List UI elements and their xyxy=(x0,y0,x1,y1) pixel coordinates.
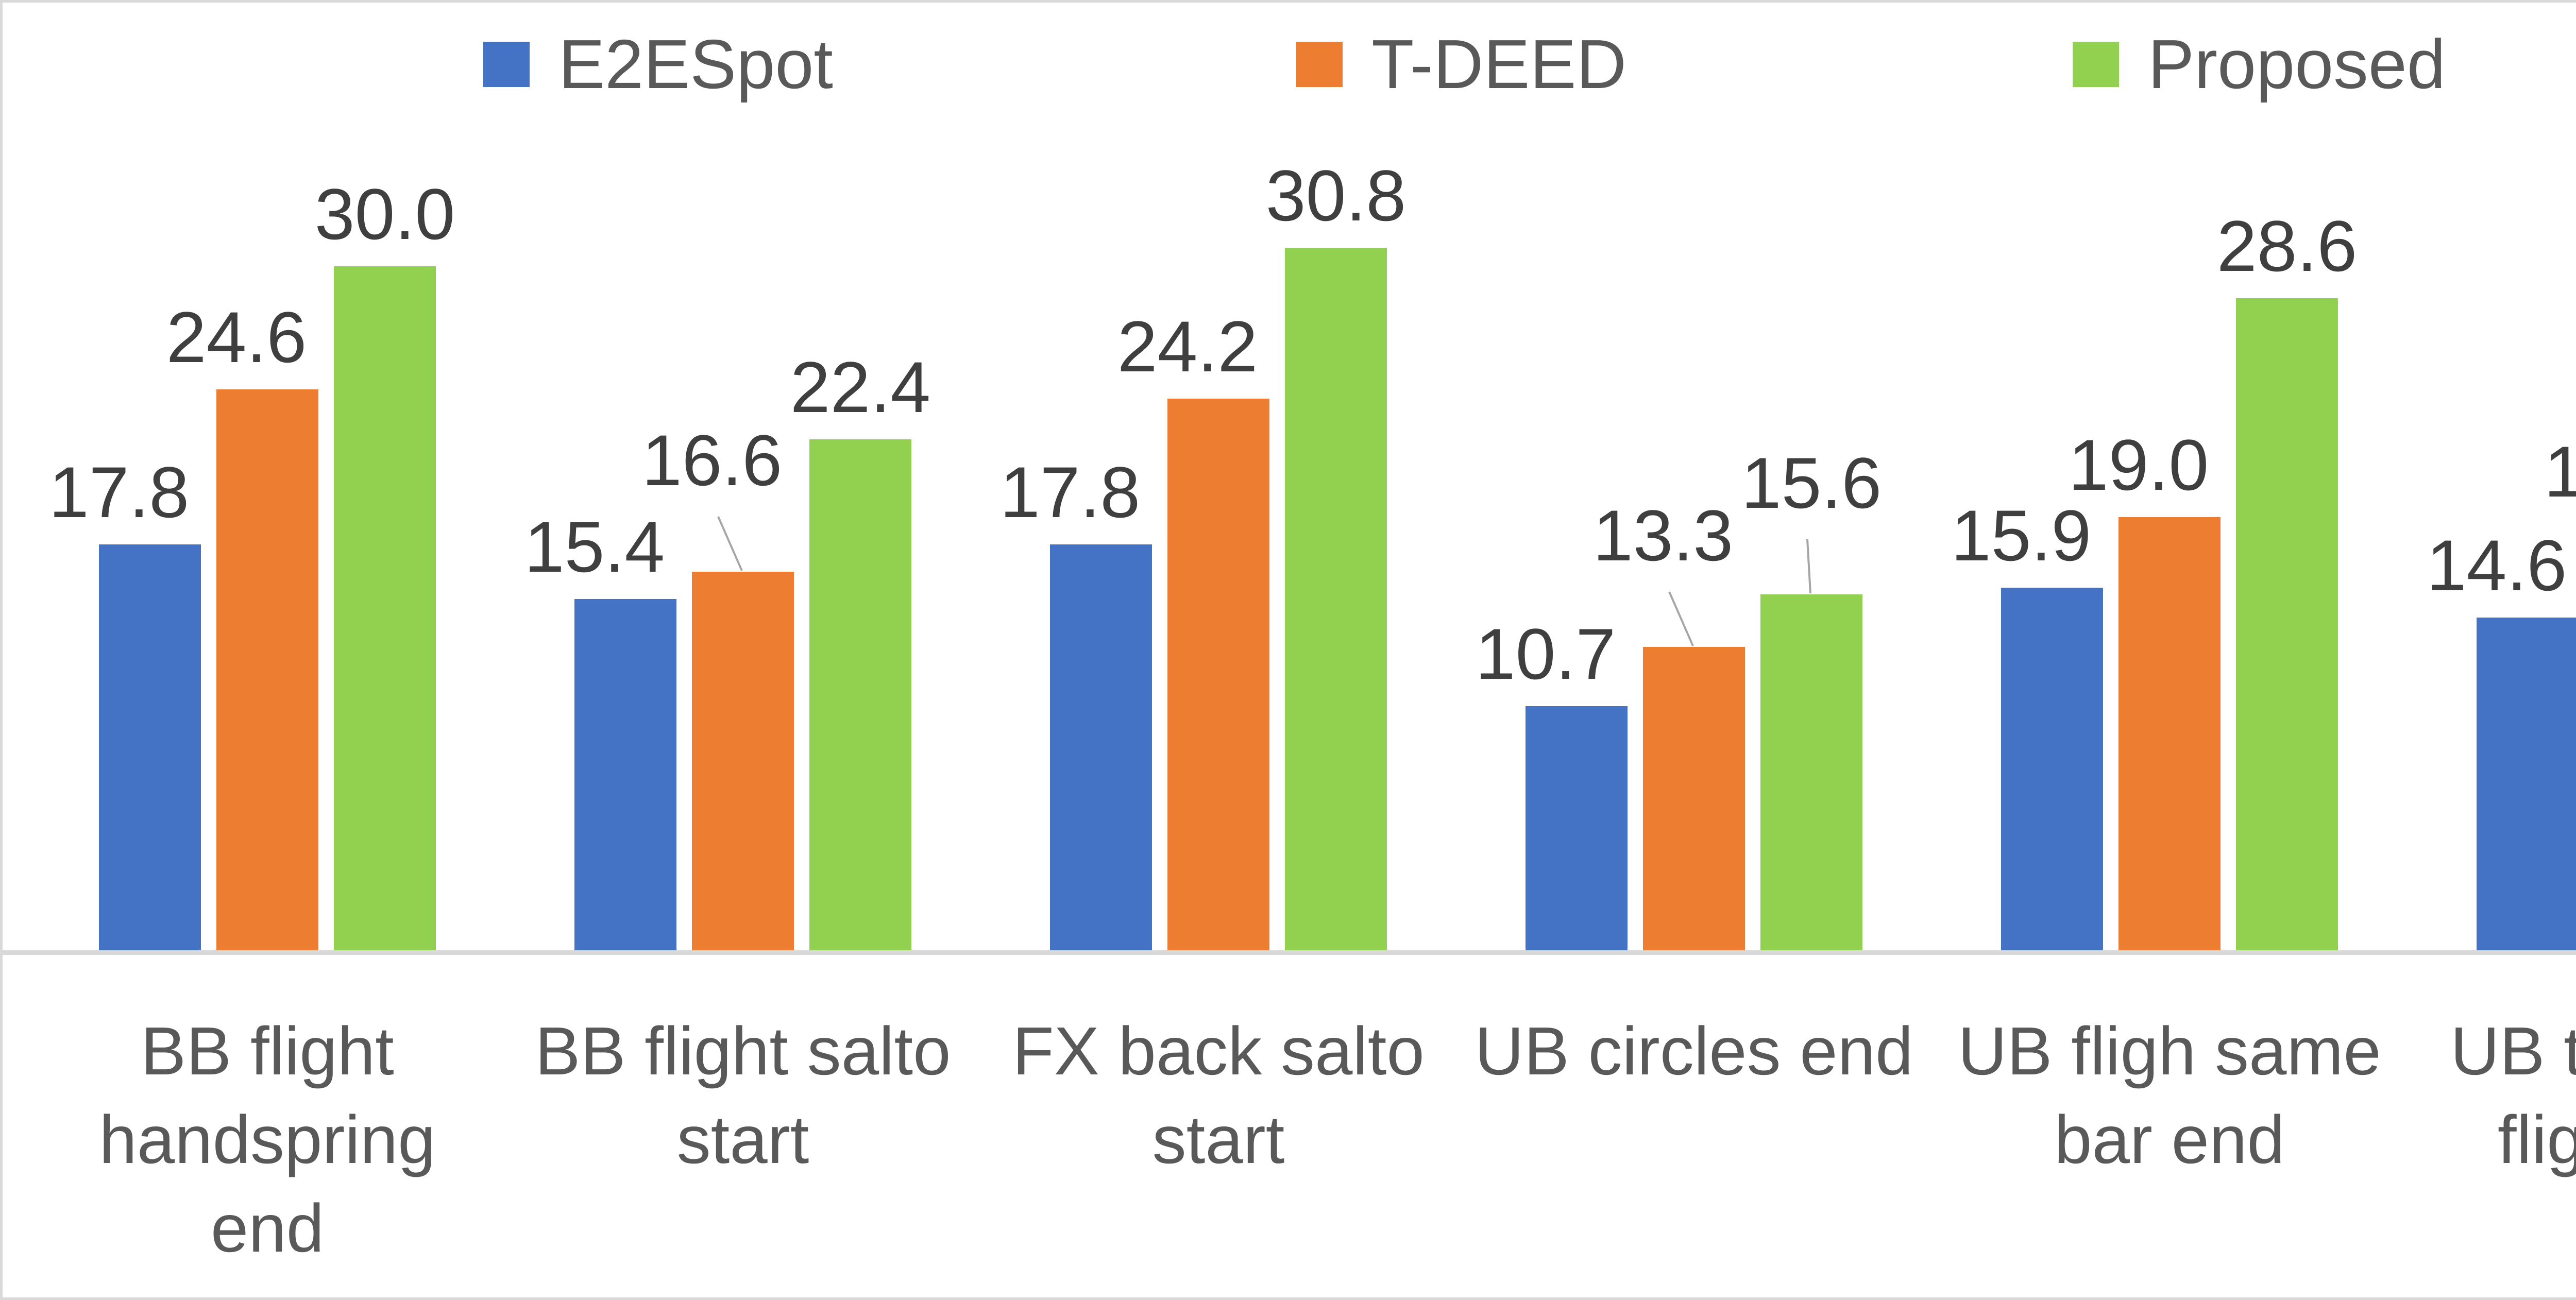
data-label-leader-line xyxy=(1668,591,1694,646)
data-label: 30.0 xyxy=(314,174,455,254)
data-label: 10.7 xyxy=(1475,613,1616,694)
category-label-UB transition flight start: UB transition flight start xyxy=(2450,1013,2576,1177)
category-label-FX back salto start: FX back salto start xyxy=(1012,1013,1425,1177)
data-label: 15.9 xyxy=(1951,495,2092,576)
legend-swatch-icon xyxy=(1296,42,1343,87)
data-label: 15.6 xyxy=(1741,442,1882,523)
legend-swatch-icon xyxy=(2073,42,2119,87)
legend-swatch-icon xyxy=(483,42,530,87)
legend-entry-Proposed: Proposed xyxy=(2073,25,2446,103)
category-label-BB flight salto start: BB flight salto start xyxy=(535,1013,951,1177)
bar-E2ESpot-UB transition flight start xyxy=(2477,618,2576,950)
category-label-BB flight handspring end: BB flight handspring end xyxy=(99,1013,436,1266)
bar-T-DEED-BB flight handspring end xyxy=(216,389,318,950)
legend-entry-T-DEED: T-DEED xyxy=(1296,25,1627,103)
bar-T-DEED-UB fligh same bar end xyxy=(2119,517,2221,950)
category-label-UB circles end: UB circles end xyxy=(1475,1013,1913,1089)
data-label: 14.6 xyxy=(2426,525,2567,606)
bar-E2ESpot-UB circles end xyxy=(1526,706,1628,950)
bar-E2ESpot-BB flight salto start xyxy=(574,599,676,950)
bar-Proposed-UB circles end xyxy=(1760,594,1862,950)
data-label: 22.4 xyxy=(790,347,931,427)
data-label-leader-line xyxy=(717,516,743,571)
bar-T-DEED-UB circles end xyxy=(1643,647,1745,950)
bar-Proposed-BB flight salto start xyxy=(809,439,911,950)
legend-label: T-DEED xyxy=(1371,25,1627,103)
legend-label: Proposed xyxy=(2148,25,2446,103)
data-label-leader-line xyxy=(1806,539,1811,594)
data-label: 30.8 xyxy=(1265,155,1406,236)
data-label: 28.6 xyxy=(2216,206,2358,286)
legend-entry-E2ESpot: E2ESpot xyxy=(483,25,833,103)
bar-T-DEED-FX back salto start xyxy=(1167,399,1269,950)
data-label: 18.7 xyxy=(2496,430,2576,513)
data-label: 13.3 xyxy=(1592,495,1734,576)
legend-label: E2ESpot xyxy=(558,25,833,103)
bar-T-DEED-BB flight salto start xyxy=(692,572,794,950)
bar-Proposed-UB fligh same bar end xyxy=(2236,298,2338,950)
bar-E2ESpot-BB flight handspring end xyxy=(99,544,201,950)
category-label-UB fligh same bar end: UB fligh same bar end xyxy=(1958,1013,2381,1177)
data-label: 19.0 xyxy=(2068,424,2209,505)
data-label: 17.8 xyxy=(48,452,190,533)
data-label: 24.6 xyxy=(166,297,307,378)
bar-Proposed-FX back salto start xyxy=(1285,248,1387,950)
bar-Proposed-BB flight handspring end xyxy=(334,266,436,950)
data-label: 24.2 xyxy=(1117,306,1258,387)
data-label: 15.4 xyxy=(524,506,665,587)
data-label: 17.8 xyxy=(999,452,1141,533)
data-label: 16.6 xyxy=(641,420,783,501)
bar-E2ESpot-UB fligh same bar end xyxy=(2001,588,2103,950)
x-axis-line xyxy=(3,950,2576,955)
bar-E2ESpot-FX back salto start xyxy=(1050,544,1152,950)
